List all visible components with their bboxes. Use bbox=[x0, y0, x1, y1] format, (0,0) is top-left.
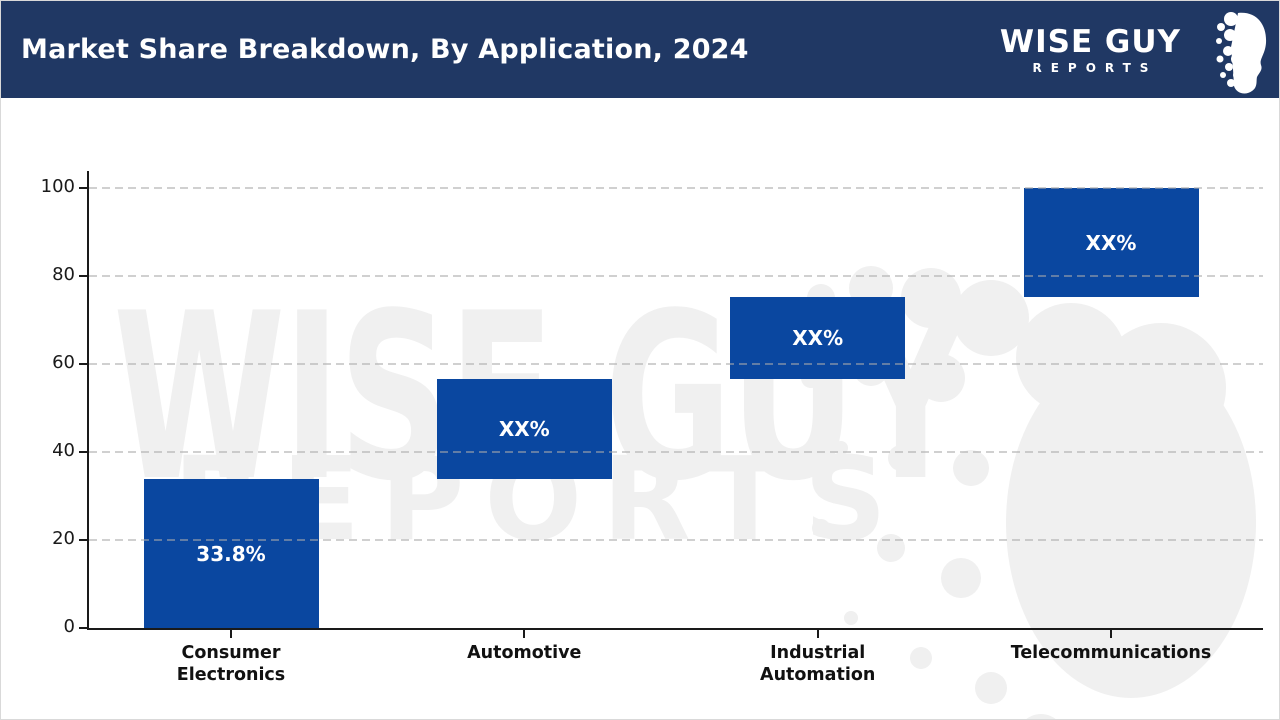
y-gridline bbox=[89, 275, 1263, 277]
y-gridline bbox=[89, 539, 1263, 541]
x-axis-line bbox=[87, 628, 1263, 630]
bar-value-label: XX% bbox=[498, 417, 550, 442]
bar-consumer-electronics: 33.8% bbox=[143, 479, 319, 628]
y-tick bbox=[79, 627, 89, 629]
logo-wordmark-sub: REPORTS bbox=[1032, 60, 1158, 75]
y-gridline bbox=[89, 451, 1263, 453]
x-category-label: Automotive bbox=[467, 643, 582, 663]
logo-face-icon bbox=[1216, 11, 1267, 93]
x-tick bbox=[523, 630, 526, 638]
x-category-label: Telecommunications bbox=[1010, 643, 1212, 663]
header: Market Share Breakdown, By Application, … bbox=[1, 1, 1279, 98]
y-tick bbox=[79, 275, 89, 277]
y-axis-line bbox=[87, 171, 89, 630]
y-tick bbox=[79, 539, 89, 541]
y-tick bbox=[79, 187, 89, 189]
y-tick-label: 40 bbox=[52, 440, 75, 461]
y-gridline bbox=[89, 363, 1263, 365]
y-tick bbox=[79, 451, 89, 453]
y-tick-label: 100 bbox=[40, 176, 75, 197]
x-category-label: Consumer Electronics bbox=[176, 643, 286, 685]
bar-value-label: XX% bbox=[1085, 230, 1137, 255]
logo-wordmark-main: WISE GUY bbox=[999, 24, 1181, 61]
y-tick-label: 80 bbox=[52, 264, 75, 285]
bar-value-label: XX% bbox=[792, 326, 844, 351]
y-gridline bbox=[89, 187, 1263, 189]
bar-industrial-automation: XX% bbox=[730, 297, 906, 380]
wise-guy-logo: WISE GUY REPORTS bbox=[1000, 7, 1267, 95]
y-tick-label: 20 bbox=[52, 528, 75, 549]
y-tick-label: 60 bbox=[52, 352, 75, 373]
x-tick bbox=[1110, 630, 1112, 638]
x-tick bbox=[816, 630, 819, 638]
waterfall-chart: WISE GUY REPORTS 0 20 40 60 80 100 33.8% Consum… bbox=[1, 98, 1279, 719]
bar-value-label: 33.8% bbox=[196, 541, 266, 566]
logo-wordmark: WISE GUY REPORTS bbox=[1000, 26, 1181, 75]
y-tick bbox=[79, 363, 89, 365]
x-category-label: Industrial Automation bbox=[760, 643, 876, 685]
chart-title: Market Share Breakdown, By Application, … bbox=[21, 34, 749, 65]
plot-area: 0 20 40 60 80 100 33.8% Consumer Electronics XX%… bbox=[1, 98, 1279, 719]
bar-telecommunications: XX% bbox=[1023, 188, 1199, 298]
y-tick-label: 0 bbox=[63, 616, 75, 637]
watermark-face-icon bbox=[773, 266, 1256, 719]
x-tick bbox=[230, 630, 232, 638]
bar-automotive: XX% bbox=[436, 379, 612, 480]
